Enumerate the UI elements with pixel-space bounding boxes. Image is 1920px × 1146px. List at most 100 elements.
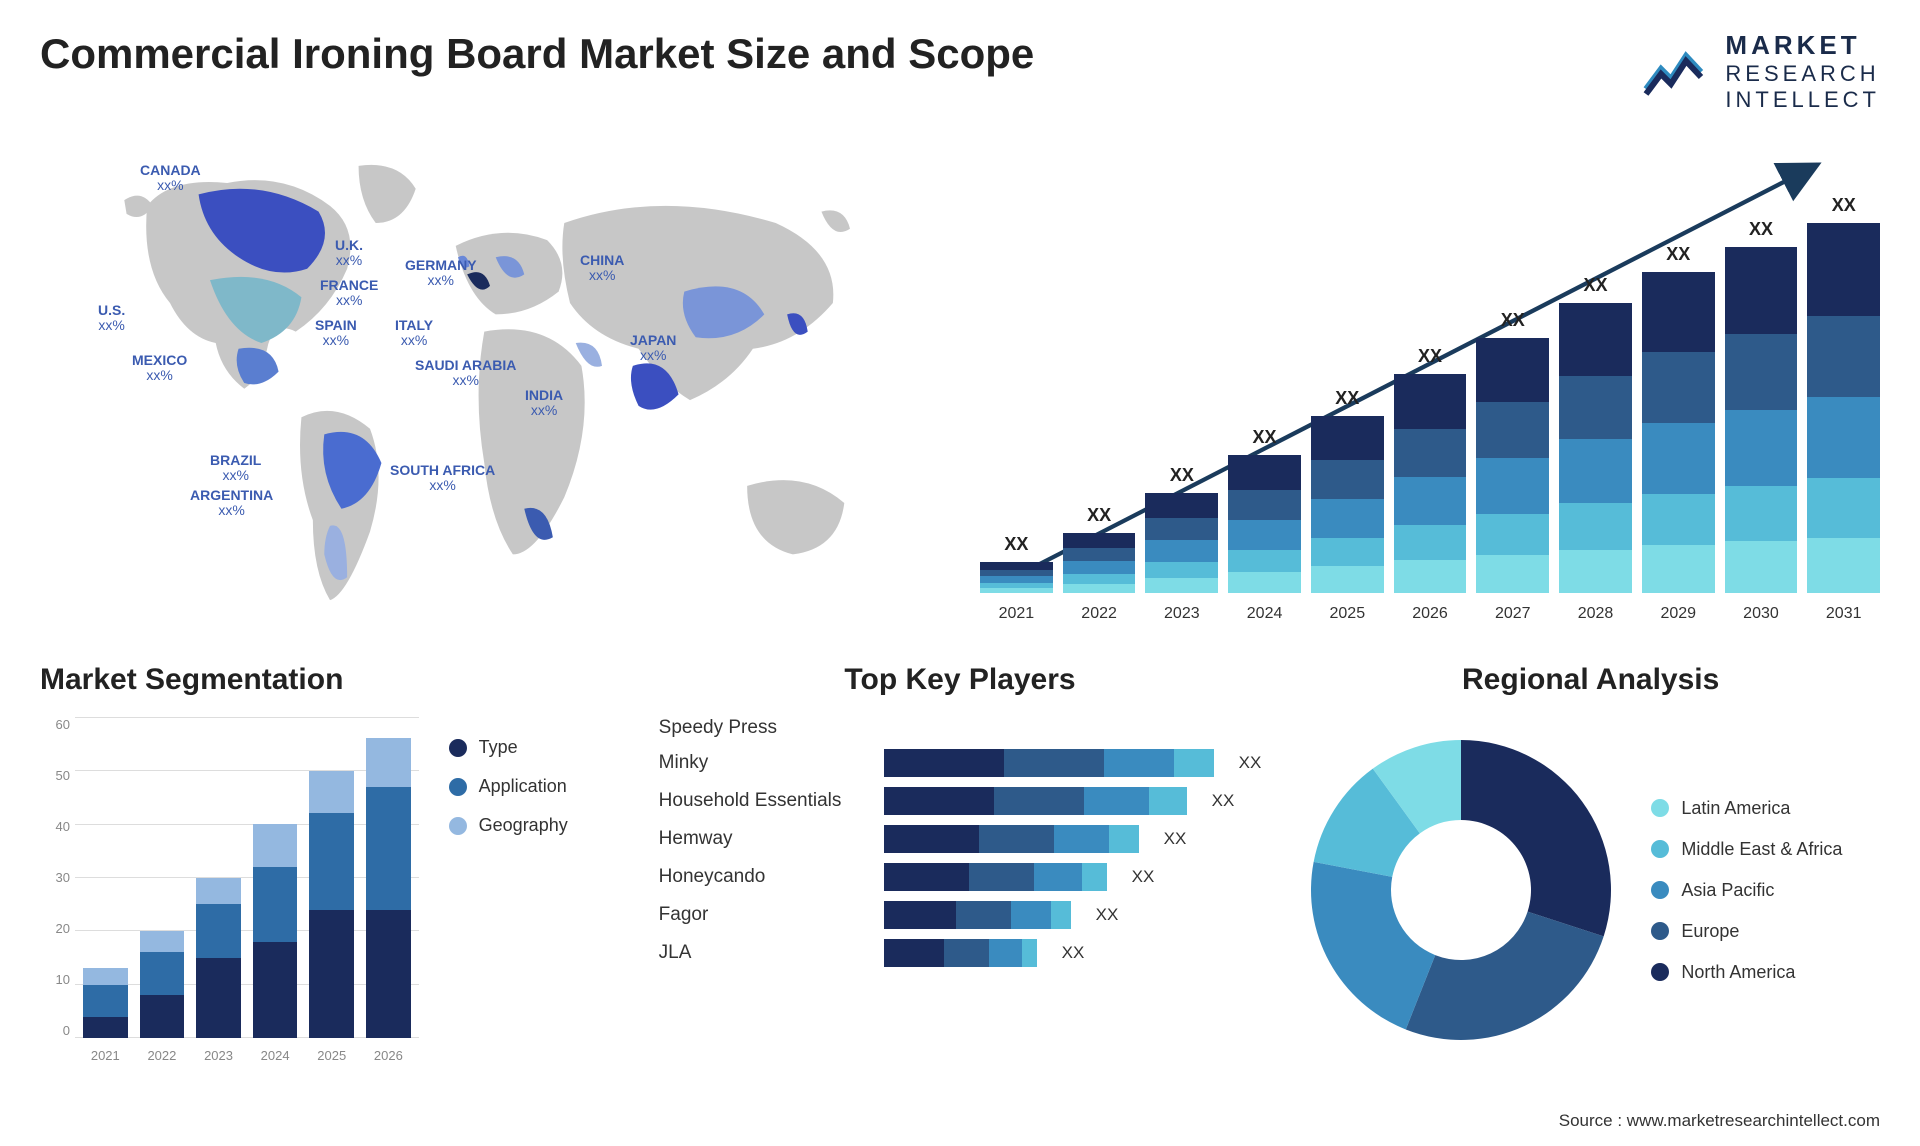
kp-bar	[884, 863, 1107, 891]
map-label: JAPANxx%	[630, 333, 676, 364]
forecast-bar: XX	[1642, 272, 1715, 593]
seg-ytick: 20	[40, 921, 70, 936]
forecast-bar: XX	[1228, 455, 1301, 593]
world-map-panel: CANADAxx%U.S.xx%MEXICOxx%BRAZILxx%ARGENT…	[40, 143, 940, 623]
kp-bar	[884, 825, 1139, 853]
logo-text-2: RESEARCH	[1725, 61, 1880, 87]
seg-bar	[83, 968, 128, 1038]
legend-item: North America	[1651, 962, 1842, 983]
forecast-year: 2027	[1476, 605, 1549, 623]
seg-year: 2025	[309, 1048, 354, 1063]
kp-bar	[884, 749, 1214, 777]
kp-label: JLA	[659, 942, 869, 964]
source-text: Source : www.marketresearchintellect.com	[1559, 1111, 1880, 1131]
map-label: SPAINxx%	[315, 318, 357, 349]
key-players-panel: Top Key Players Speedy Press Minky XX House…	[659, 663, 1262, 1063]
kp-row: Speedy Press	[659, 717, 1262, 739]
kp-row: Minky XX	[659, 749, 1262, 777]
forecast-year: 2028	[1559, 605, 1632, 623]
forecast-year: 2022	[1063, 605, 1136, 623]
map-label: INDIAxx%	[525, 388, 563, 419]
forecast-year: 2029	[1642, 605, 1715, 623]
legend-item: Latin America	[1651, 798, 1842, 819]
forecast-bar: XX	[1725, 247, 1798, 593]
forecast-bar: XX	[1145, 493, 1218, 593]
kp-row: Honeycando XX	[659, 863, 1262, 891]
logo-text-1: MARKET	[1725, 30, 1880, 61]
kp-label: Honeycando	[659, 866, 869, 888]
kp-value: XX	[1132, 867, 1155, 887]
kp-value: XX	[1239, 753, 1262, 773]
segmentation-legend: TypeApplicationGeography	[449, 717, 619, 1063]
map-label: CANADAxx%	[140, 163, 201, 194]
donut-slice	[1406, 912, 1604, 1040]
map-label: SOUTH AFRICAxx%	[390, 463, 495, 494]
map-label: U.S.xx%	[98, 303, 125, 334]
legend-item: Middle East & Africa	[1651, 839, 1842, 860]
kp-value: XX	[1096, 905, 1119, 925]
kp-value: XX	[1164, 829, 1187, 849]
seg-ytick: 10	[40, 972, 70, 987]
forecast-bar: XX	[1559, 303, 1632, 593]
kp-label: Minky	[659, 752, 869, 774]
legend-item: Asia Pacific	[1651, 880, 1842, 901]
map-label: ARGENTINAxx%	[190, 488, 273, 519]
seg-bar	[309, 771, 354, 1039]
map-label: GERMANYxx%	[405, 258, 477, 289]
map-label: BRAZILxx%	[210, 453, 261, 484]
kp-row: Hemway XX	[659, 825, 1262, 853]
seg-year: 2026	[366, 1048, 411, 1063]
map-label: CHINAxx%	[580, 253, 624, 284]
forecast-chart: XXXXXXXXXXXXXXXXXXXXXX 20212022202320242…	[980, 143, 1880, 623]
regional-legend: Latin America Middle East & Africa Asia Pa…	[1651, 798, 1842, 983]
segmentation-chart: 0102030405060 202120222023202420252026	[40, 717, 419, 1063]
segmentation-title: Market Segmentation	[40, 663, 619, 697]
seg-year: 2024	[253, 1048, 298, 1063]
forecast-year: 2026	[1394, 605, 1467, 623]
seg-ytick: 50	[40, 768, 70, 783]
seg-ytick: 40	[40, 819, 70, 834]
kp-value: XX	[1062, 943, 1085, 963]
forecast-bar: XX	[1476, 338, 1549, 593]
segmentation-panel: Market Segmentation 0102030405060 202120…	[40, 663, 619, 1063]
forecast-bar: XX	[1311, 416, 1384, 593]
map-label: SAUDI ARABIAxx%	[415, 358, 516, 389]
map-label: FRANCExx%	[320, 278, 378, 309]
forecast-year: 2024	[1228, 605, 1301, 623]
seg-ytick: 0	[40, 1023, 70, 1038]
forecast-year: 2030	[1725, 605, 1798, 623]
forecast-year: 2023	[1145, 605, 1218, 623]
forecast-year: 2021	[980, 605, 1053, 623]
regional-title: Regional Analysis	[1301, 663, 1880, 697]
map-label: ITALYxx%	[395, 318, 433, 349]
donut-slice	[1461, 740, 1611, 936]
kp-bar	[884, 901, 1071, 929]
kp-label: Hemway	[659, 828, 869, 850]
map-label: U.K.xx%	[335, 238, 363, 269]
seg-bar	[366, 738, 411, 1038]
kp-row: JLA XX	[659, 939, 1262, 967]
key-players-title: Top Key Players	[659, 663, 1262, 697]
seg-year: 2023	[196, 1048, 241, 1063]
logo-icon	[1641, 44, 1711, 99]
key-players-chart: Speedy Press Minky XX Household Essentials X…	[659, 717, 1262, 1063]
seg-year: 2022	[140, 1048, 185, 1063]
forecast-bar: XX	[980, 562, 1053, 593]
legend-item: Geography	[449, 815, 619, 836]
seg-ytick: 30	[40, 870, 70, 885]
forecast-year: 2025	[1311, 605, 1384, 623]
kp-label: Household Essentials	[659, 790, 869, 812]
forecast-year: 2031	[1807, 605, 1880, 623]
logo-text-3: INTELLECT	[1725, 87, 1880, 113]
seg-ytick: 60	[40, 717, 70, 732]
forecast-bar: XX	[1807, 223, 1880, 593]
regional-donut	[1301, 730, 1621, 1050]
legend-item: Europe	[1651, 921, 1842, 942]
seg-bar	[140, 931, 185, 1038]
kp-bar	[884, 939, 1037, 967]
page-title: Commercial Ironing Board Market Size and…	[40, 30, 1034, 78]
kp-row: FagorXX	[659, 901, 1262, 929]
seg-bar	[253, 824, 298, 1038]
forecast-bar: XX	[1394, 374, 1467, 593]
legend-item: Application	[449, 776, 619, 797]
